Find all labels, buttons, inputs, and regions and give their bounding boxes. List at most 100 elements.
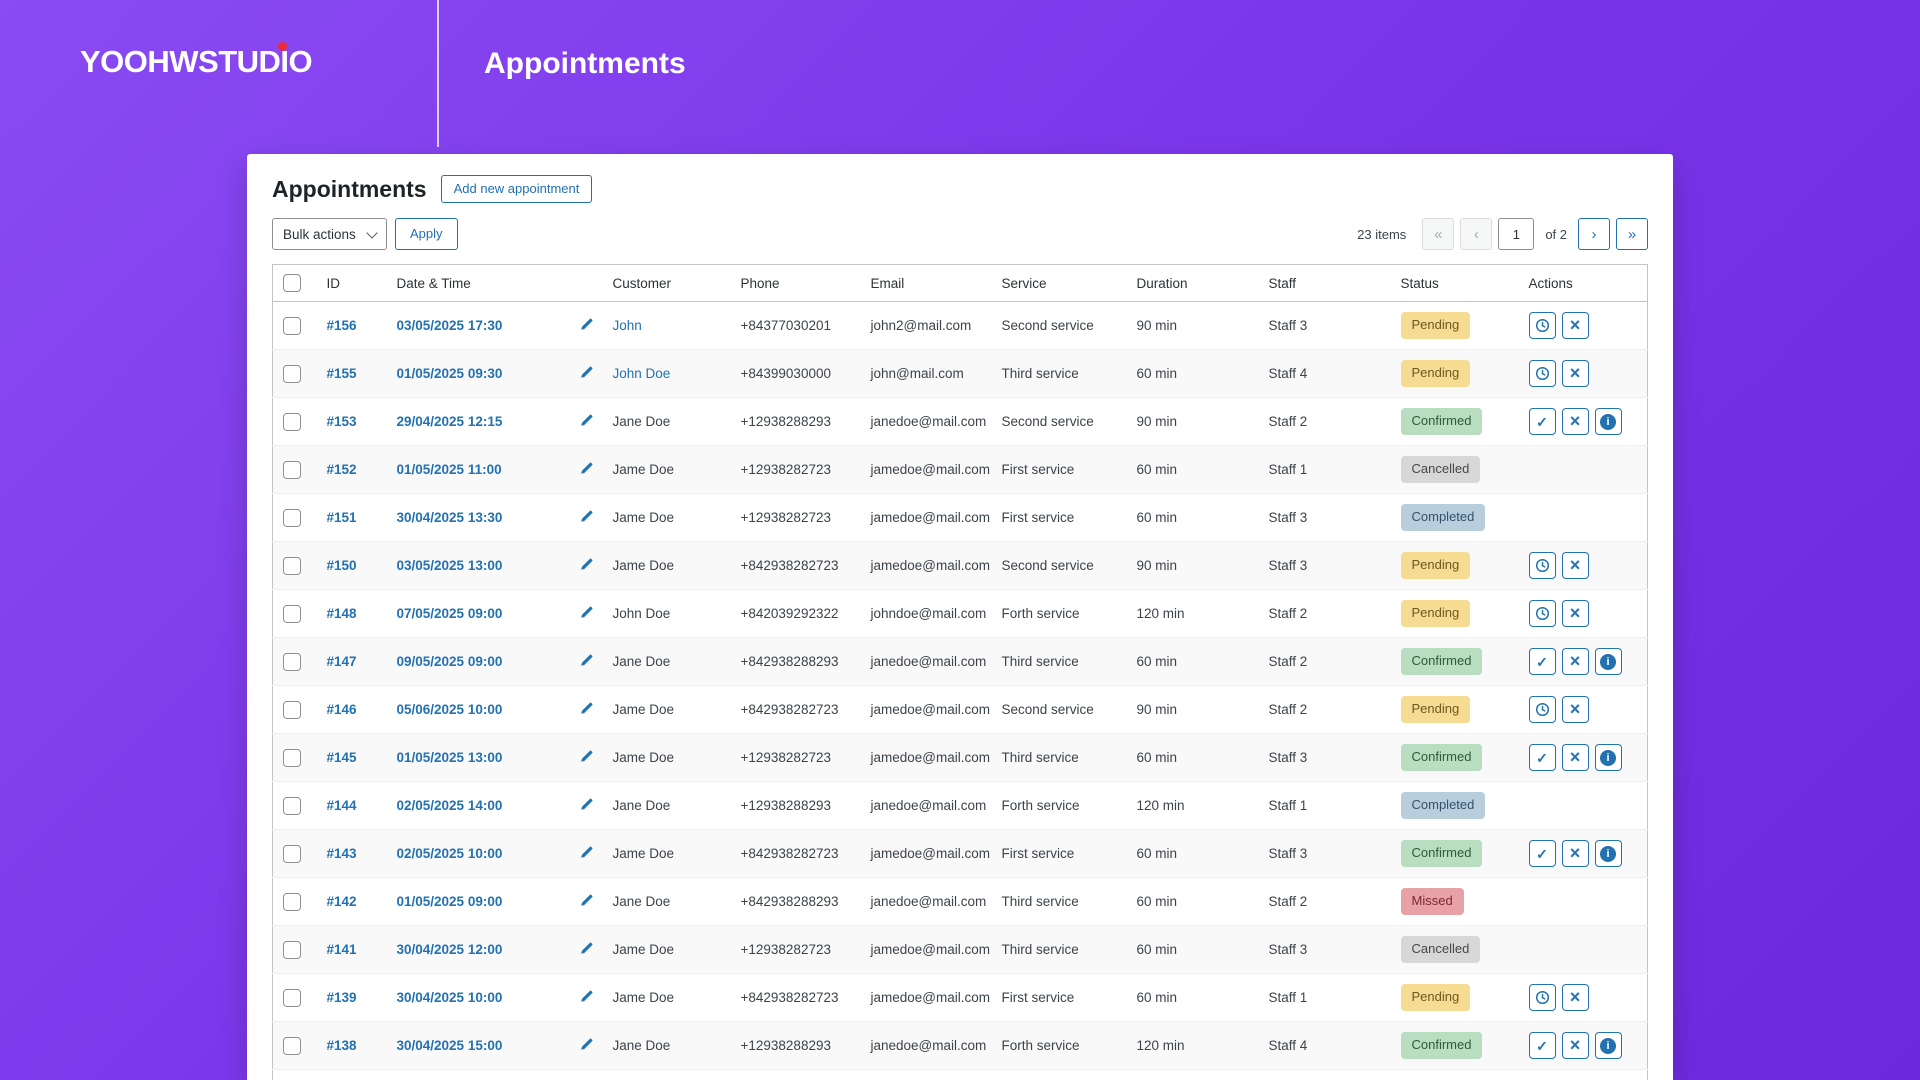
appointment-date-link[interactable]: 29/04/2025 12:15 — [396, 414, 503, 429]
info-action-button[interactable]: i — [1594, 744, 1622, 771]
info-action-button[interactable]: i — [1594, 408, 1622, 435]
first-page-button[interactable]: « — [1422, 218, 1455, 250]
row-select-checkbox[interactable] — [283, 892, 301, 911]
edit-pencil-icon[interactable] — [579, 749, 594, 764]
edit-pencil-icon[interactable] — [579, 653, 594, 668]
row-select-checkbox[interactable] — [283, 748, 301, 767]
appointment-date-link[interactable]: 01/05/2025 09:00 — [396, 894, 503, 909]
appointment-id-link[interactable]: #148 — [326, 606, 357, 621]
reject-action-button[interactable]: × — [1561, 360, 1589, 387]
prev-page-button[interactable]: ‹ — [1460, 218, 1493, 250]
appointment-date-link[interactable]: 07/05/2025 09:00 — [396, 606, 503, 621]
edit-pencil-icon[interactable] — [579, 701, 594, 716]
appointment-date-link[interactable]: 05/06/2025 10:00 — [396, 702, 503, 717]
edit-pencil-icon[interactable] — [579, 461, 594, 476]
appointment-id-link[interactable]: #156 — [326, 318, 357, 333]
approve-action-button[interactable]: ✓ — [1528, 1032, 1556, 1059]
approve-action-button[interactable]: ✓ — [1528, 744, 1556, 771]
row-select-checkbox[interactable] — [283, 1036, 301, 1055]
add-new-appointment-button[interactable]: Add new appointment — [440, 175, 593, 203]
customer-name[interactable]: John Doe — [612, 366, 671, 381]
row-select-checkbox[interactable] — [283, 988, 301, 1007]
current-page-input[interactable] — [1498, 218, 1535, 250]
reject-action-button[interactable]: × — [1561, 648, 1589, 675]
appointment-date-link[interactable]: 09/05/2025 09:00 — [396, 654, 503, 669]
pending-action-button[interactable] — [1528, 984, 1556, 1011]
last-page-button[interactable]: » — [1616, 218, 1648, 250]
reject-action-button[interactable]: × — [1561, 1032, 1589, 1059]
edit-pencil-icon[interactable] — [579, 845, 594, 860]
appointment-date-link[interactable]: 01/05/2025 11:00 — [396, 462, 502, 477]
reject-action-button[interactable]: × — [1561, 744, 1589, 771]
pending-action-button[interactable] — [1528, 696, 1556, 723]
appointment-id-link[interactable]: #147 — [326, 654, 357, 669]
edit-pencil-icon[interactable] — [579, 797, 594, 812]
appointment-date-link[interactable]: 03/05/2025 17:30 — [396, 318, 503, 333]
appointment-id-link[interactable]: #138 — [326, 1038, 357, 1053]
row-select-checkbox[interactable] — [283, 412, 301, 431]
info-action-button[interactable]: i — [1594, 648, 1622, 675]
appointment-id-link[interactable]: #142 — [326, 894, 357, 909]
appointment-date-link[interactable]: 30/04/2025 13:30 — [396, 510, 503, 525]
reject-action-button[interactable]: × — [1561, 984, 1589, 1011]
approve-action-button[interactable]: ✓ — [1528, 648, 1556, 675]
appointment-date-link[interactable]: 01/05/2025 13:00 — [396, 750, 503, 765]
row-select-checkbox[interactable] — [283, 844, 301, 863]
appointment-id-link[interactable]: #150 — [326, 558, 357, 573]
pending-action-button[interactable] — [1528, 552, 1556, 579]
approve-action-button[interactable]: ✓ — [1528, 840, 1556, 867]
edit-pencil-icon[interactable] — [579, 1037, 594, 1052]
row-select-checkbox[interactable] — [283, 700, 301, 719]
customer-name[interactable]: John — [612, 318, 642, 333]
appointment-id-link[interactable]: #155 — [326, 366, 357, 381]
appointment-id-link[interactable]: #146 — [326, 702, 357, 717]
row-select-checkbox[interactable] — [283, 652, 301, 671]
reject-action-button[interactable]: × — [1561, 600, 1589, 627]
row-select-checkbox[interactable] — [283, 796, 301, 815]
appointment-id-link[interactable]: #152 — [326, 462, 357, 477]
edit-pencil-icon[interactable] — [579, 509, 594, 524]
appointment-date-link[interactable]: 02/05/2025 14:00 — [396, 798, 503, 813]
pending-action-button[interactable] — [1528, 360, 1556, 387]
info-action-button[interactable]: i — [1594, 840, 1622, 867]
bulk-actions-select[interactable]: Bulk actions — [272, 218, 387, 250]
appointment-date-link[interactable]: 01/05/2025 09:30 — [396, 366, 503, 381]
appointment-id-link[interactable]: #151 — [326, 510, 357, 525]
edit-pencil-icon[interactable] — [579, 893, 594, 908]
next-page-button[interactable]: › — [1578, 218, 1610, 250]
row-select-checkbox[interactable] — [283, 604, 301, 623]
select-all-checkbox[interactable] — [283, 274, 301, 292]
row-select-checkbox[interactable] — [283, 364, 301, 383]
edit-pencil-icon[interactable] — [579, 605, 594, 620]
edit-pencil-icon[interactable] — [579, 317, 594, 332]
row-select-checkbox[interactable] — [283, 556, 301, 575]
reject-action-button[interactable]: × — [1561, 840, 1589, 867]
appointment-id-link[interactable]: #144 — [326, 798, 357, 813]
info-action-button[interactable]: i — [1594, 1032, 1622, 1059]
edit-pencil-icon[interactable] — [579, 557, 594, 572]
edit-pencil-icon[interactable] — [579, 989, 594, 1004]
appointment-id-link[interactable]: #139 — [326, 990, 357, 1005]
reject-action-button[interactable]: × — [1561, 552, 1589, 579]
pending-action-button[interactable] — [1528, 312, 1556, 339]
approve-action-button[interactable]: ✓ — [1528, 408, 1556, 435]
pending-action-button[interactable] — [1528, 600, 1556, 627]
reject-action-button[interactable]: × — [1561, 312, 1589, 339]
appointment-date-link[interactable]: 02/05/2025 10:00 — [396, 846, 503, 861]
appointment-id-link[interactable]: #145 — [326, 750, 357, 765]
appointment-id-link[interactable]: #153 — [326, 414, 357, 429]
row-select-checkbox[interactable] — [283, 940, 301, 959]
appointment-date-link[interactable]: 30/04/2025 10:00 — [396, 990, 503, 1005]
apply-button[interactable]: Apply — [395, 218, 458, 250]
reject-action-button[interactable]: × — [1561, 696, 1589, 723]
appointment-date-link[interactable]: 30/04/2025 15:00 — [396, 1038, 503, 1053]
appointment-date-link[interactable]: 03/05/2025 13:00 — [396, 558, 503, 573]
edit-pencil-icon[interactable] — [579, 941, 594, 956]
row-select-checkbox[interactable] — [283, 460, 301, 479]
appointment-id-link[interactable]: #141 — [326, 942, 357, 957]
appointment-date-link[interactable]: 30/04/2025 12:00 — [396, 942, 503, 957]
row-select-checkbox[interactable] — [283, 316, 301, 335]
edit-pencil-icon[interactable] — [579, 365, 594, 380]
row-select-checkbox[interactable] — [283, 508, 301, 527]
appointment-id-link[interactable]: #143 — [326, 846, 357, 861]
